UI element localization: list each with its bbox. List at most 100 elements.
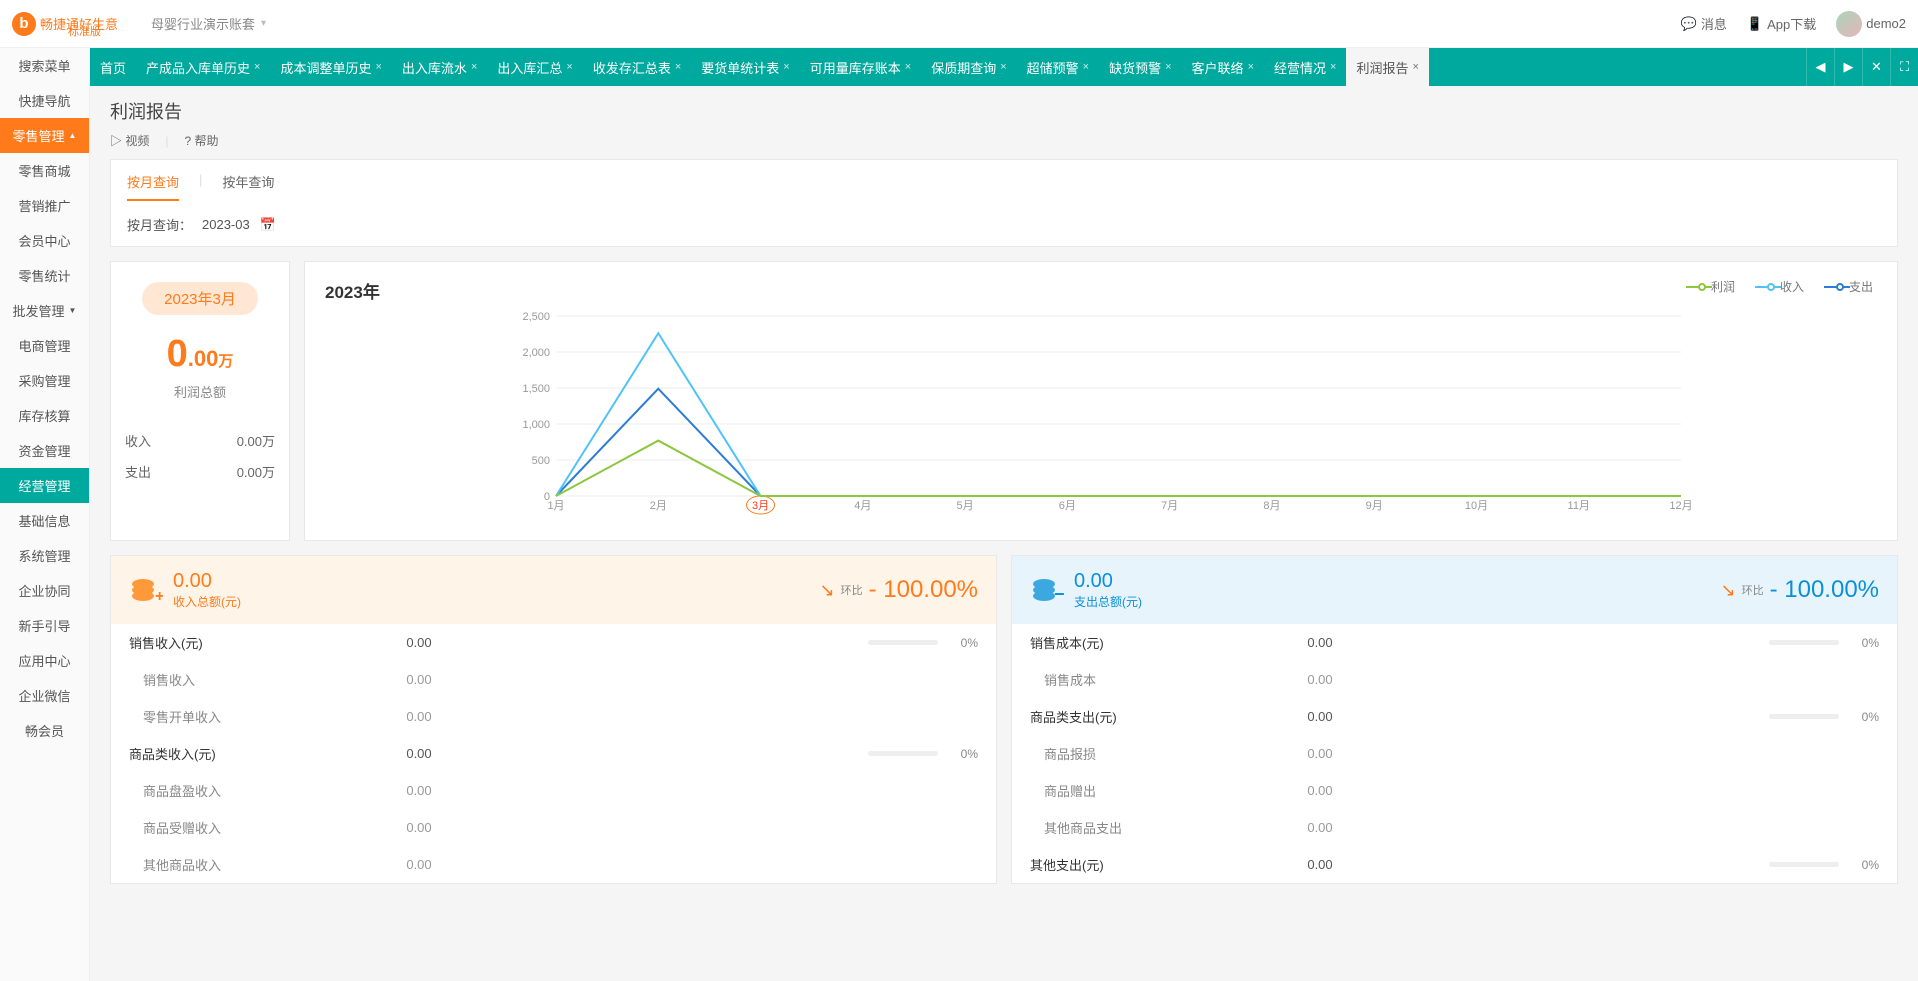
sidebar-item[interactable]: 新手引导 [0,608,89,643]
messages-label: 消息 [1701,14,1727,33]
close-icon[interactable]: × [1248,61,1254,73]
sidebar-item[interactable]: 资金管理 [0,433,89,468]
svg-text:12月: 12月 [1669,500,1692,512]
subtabs: 按月查询 | 按年查询 [127,172,1881,201]
close-icon[interactable]: × [1000,61,1006,73]
tab[interactable]: 首页 [90,48,136,86]
sidebar-item[interactable]: 电商管理 [0,328,89,363]
sidebar-item[interactable]: 基础信息 [0,503,89,538]
sidebar-item[interactable]: 搜索菜单 [0,48,89,83]
close-icon[interactable]: × [471,61,477,73]
account-selector-value: 母婴行业演示账套 [151,14,255,33]
fullscreen-toggle[interactable]: ⛶ [1890,48,1918,86]
messages-link[interactable]: 💬 消息 [1681,14,1727,33]
income-icon: + [129,573,163,607]
user-menu[interactable]: demo2 [1836,11,1906,37]
subtab-year[interactable]: 按年查询 [222,172,274,201]
close-icon[interactable]: × [375,61,381,73]
tab[interactable]: 客户联络× [1182,48,1264,86]
table-row: 其他支出(元)0.000% [1012,846,1897,883]
header-right: 💬 消息 📱 App下载 demo2 [1681,11,1906,37]
svg-text:2月: 2月 [650,500,667,512]
help-link[interactable]: ? 帮助 [184,132,218,149]
sidebar-item[interactable]: 系统管理 [0,538,89,573]
svg-text:1月: 1月 [547,500,564,512]
tab-scroll-right[interactable]: ▶ [1834,48,1862,86]
chart-card: 2023年 利润 收入 支出 [304,261,1898,541]
close-icon[interactable]: × [675,61,681,73]
tab[interactable]: 出入库汇总× [487,48,582,86]
sidebar-item[interactable]: 企业微信 [0,678,89,713]
income-table: + 0.00 收入总额(元) ↘ 环比 - 100.00% [110,555,997,884]
tab[interactable]: 可用量库存账本× [800,48,921,86]
table-row: 商品类支出(元)0.000% [1012,698,1897,735]
expense-table: − 0.00 支出总额(元) ↘ 环比 - 100.00% [1011,555,1898,884]
tab[interactable]: 缺货预警× [1099,48,1181,86]
video-link[interactable]: ▷ 视频 [110,132,149,149]
sidebar-item[interactable]: 库存核算 [0,398,89,433]
sidebar-item[interactable]: 批发管理 [0,293,89,328]
sidebar-item[interactable]: 应用中心 [0,643,89,678]
calendar-icon[interactable]: 📅 [260,217,276,233]
line-chart: 05001,0001,5002,0002,5001月2月3月4月5月6月7月8月… [325,311,1877,521]
tab[interactable]: 超储预警× [1017,48,1099,86]
tab-scroll-left[interactable]: ◀ [1806,48,1834,86]
page-toolbar: ▷ 视频 | ? 帮助 [110,132,1898,149]
close-icon[interactable]: × [1083,61,1089,73]
app-download-link[interactable]: 📱 App下载 [1747,14,1816,33]
close-icon[interactable]: × [254,61,260,73]
tab[interactable]: 出入库流水× [392,48,487,86]
income-row: 收入 0.00万 [125,425,275,456]
close-icon[interactable]: × [1165,61,1171,73]
table-row: 销售收入0.00 [111,661,996,698]
sidebar-item[interactable]: 经营管理 [0,468,89,503]
svg-text:6月: 6月 [1059,500,1076,512]
sidebar-item[interactable]: 零售商城 [0,153,89,188]
svg-text:10月: 10月 [1465,500,1488,512]
filter-value[interactable]: 2023-03 [202,217,250,232]
svg-text:8月: 8月 [1263,500,1280,512]
sidebar: 搜索菜单快捷导航零售管理零售商城营销推广会员中心零售统计批发管理电商管理采购管理… [0,48,90,981]
tab[interactable]: 成本调整单历史× [270,48,391,86]
tab[interactable]: 保质期查询× [921,48,1016,86]
tab[interactable]: 要货单统计表× [691,48,799,86]
trend-down-icon: ↘ [820,580,835,601]
avatar [1836,11,1862,37]
expense-table-head: − 0.00 支出总额(元) ↘ 环比 - 100.00% [1012,556,1897,624]
table-row: 销售成本0.00 [1012,661,1897,698]
sidebar-item[interactable]: 零售管理 [0,118,89,153]
sidebar-item[interactable]: 畅会员 [0,713,89,748]
close-icon[interactable]: × [566,61,572,73]
logo-subtitle: 标准版 [68,23,101,39]
close-icon[interactable]: × [1412,61,1418,73]
chart-title: 2023年 [325,278,1877,303]
tab[interactable]: 利润报告× [1346,48,1428,86]
tab[interactable]: 收发存汇总表× [583,48,691,86]
subtab-month[interactable]: 按月查询 [127,172,179,201]
hb-label: 环比 [1742,582,1764,598]
logo: b 畅捷通好生意 [12,12,118,36]
table-row: 销售收入(元)0.000% [111,624,996,661]
sidebar-item[interactable]: 营销推广 [0,188,89,223]
app-download-label: App下载 [1767,14,1816,33]
svg-text:9月: 9月 [1366,500,1383,512]
account-selector[interactable]: 母婴行业演示账套 ▾ [151,14,266,33]
svg-text:1,500: 1,500 [522,383,550,395]
legend-expense: 支出 [1824,278,1873,295]
filter-panel: 按月查询 | 按年查询 按月查询： 2023-03 📅 [110,159,1898,247]
tab[interactable]: 经营情况× [1264,48,1346,86]
sidebar-item[interactable]: 快捷导航 [0,83,89,118]
sidebar-item[interactable]: 零售统计 [0,258,89,293]
close-icon[interactable]: × [905,61,911,73]
tab[interactable]: 产成品入库单历史× [136,48,270,86]
sidebar-item[interactable]: 会员中心 [0,223,89,258]
table-row: 商品盘盈收入0.00 [111,772,996,809]
table-row: 商品受赠收入0.00 [111,809,996,846]
income-total-label: 收入总额(元) [173,593,241,610]
tab-close-all[interactable]: ✕ [1862,48,1890,86]
close-icon[interactable]: × [1330,61,1336,73]
income-table-head: + 0.00 收入总额(元) ↘ 环比 - 100.00% [111,556,996,624]
sidebar-item[interactable]: 采购管理 [0,363,89,398]
sidebar-item[interactable]: 企业协同 [0,573,89,608]
close-icon[interactable]: × [783,61,789,73]
